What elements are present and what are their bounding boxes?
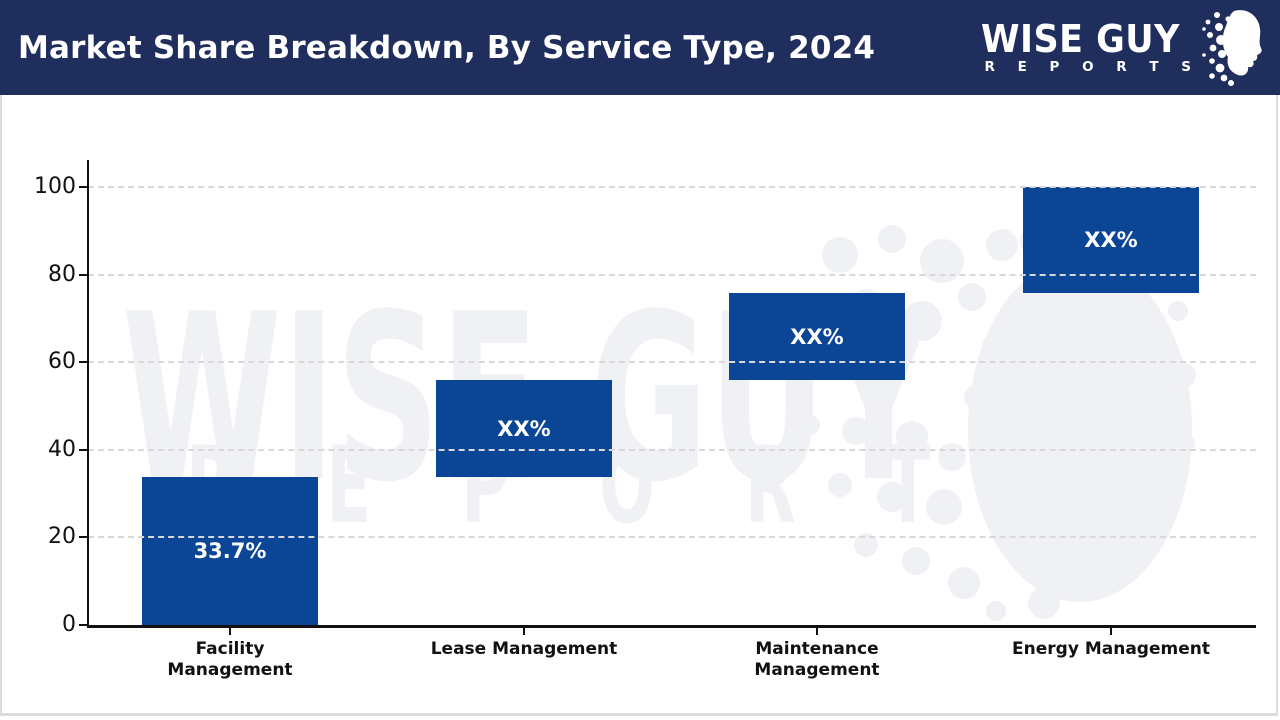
- y-tick-label: 40: [48, 436, 76, 462]
- bar-value-label: XX%: [497, 416, 551, 441]
- bar-1: 33.7%: [142, 477, 318, 625]
- category-label-line: Maintenance: [755, 639, 879, 659]
- y-tick-mark: [79, 536, 88, 539]
- y-tick-mark: [79, 361, 88, 364]
- y-tick-mark: [79, 624, 88, 626]
- bar-value-label: XX%: [1084, 227, 1138, 252]
- category-label-line: Facility: [195, 639, 265, 659]
- figure-border: [0, 95, 1278, 716]
- x-tick-mark: [523, 628, 525, 635]
- gridline-y-100: [88, 186, 1256, 188]
- category-label: Maintenance Management: [677, 639, 957, 681]
- category-label: Energy Management: [971, 639, 1251, 660]
- y-tick-mark: [79, 186, 88, 188]
- x-axis: [86, 625, 1256, 628]
- y-tick-mark: [79, 448, 88, 451]
- category-label: Facility Management: [90, 639, 370, 681]
- y-tick-label: 100: [34, 174, 76, 199]
- category-label: Lease Management: [384, 639, 664, 660]
- logo-wordmark: WISE GUY R E P O R T S: [981, 20, 1200, 75]
- gridline-y-80: [88, 273, 1256, 276]
- y-tick-label: 60: [48, 349, 76, 375]
- bar-value-label: 33.7%: [193, 539, 267, 564]
- y-axis: [86, 160, 89, 628]
- logo-wordmark-sub: R E P O R T S: [984, 59, 1200, 76]
- chart-title: Market Share Breakdown, By Service Type,…: [18, 29, 876, 66]
- gridline-y-60: [88, 361, 1256, 364]
- y-tick-mark: [79, 273, 88, 276]
- logo-wordmark-main: WISE GUY: [981, 17, 1181, 62]
- x-tick-mark: [229, 628, 231, 635]
- y-tick-label: 80: [48, 261, 76, 287]
- bar-value-label: XX%: [790, 324, 844, 349]
- y-tick-label: 0: [62, 612, 76, 637]
- bar-3: XX%: [729, 292, 905, 381]
- category-label-line: Management: [167, 660, 293, 680]
- header: Market Share Breakdown, By Service Type,…: [0, 0, 1280, 95]
- x-tick-mark: [816, 628, 818, 635]
- category-label-line: Management: [754, 660, 880, 680]
- bar-4: XX%: [1023, 187, 1199, 293]
- category-label-line: Lease Management: [430, 639, 618, 659]
- gridline-y-20: [88, 536, 1256, 539]
- watermark-head-graphic: [798, 221, 1196, 621]
- wiseguy-logo: WISE GUY R E P O R T S: [981, 5, 1266, 91]
- logo-head-icon: [1202, 9, 1262, 86]
- bar-2: XX%: [436, 380, 612, 478]
- x-tick-mark: [1110, 628, 1112, 635]
- y-tick-label: 20: [48, 524, 76, 550]
- gridline-y-40: [88, 448, 1256, 451]
- chart-canvas: WISE GUY R E P O R T S 0 20 40 60 80 100 33.7%…: [0, 95, 1280, 720]
- category-label-line: Energy Management: [1012, 639, 1210, 659]
